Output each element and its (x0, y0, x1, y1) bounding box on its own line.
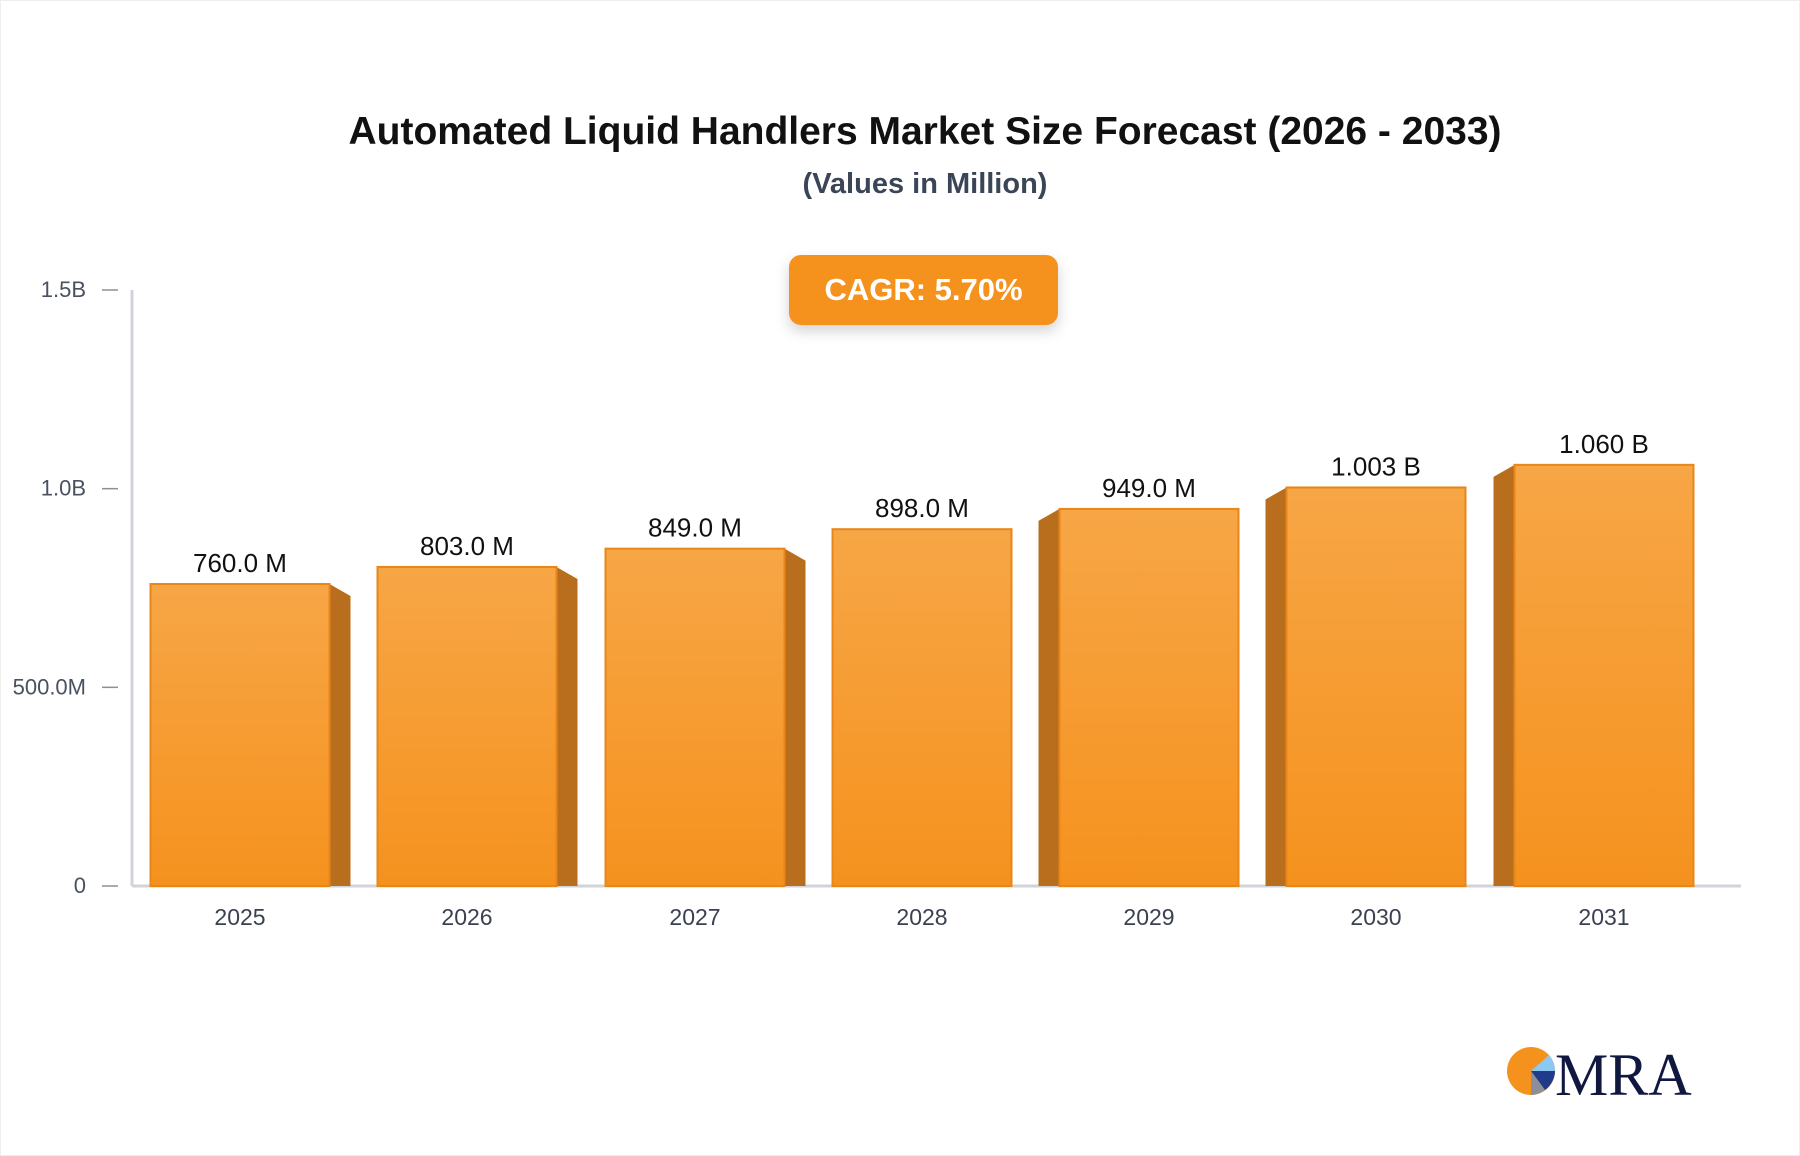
chart-title: Automated Liquid Handlers Market Size Fo… (348, 110, 1502, 153)
mra-logo: MRA (1505, 1040, 1695, 1100)
bar-side (556, 566, 578, 886)
x-tick-label: 2028 (896, 904, 947, 930)
bar-2026 (376, 565, 558, 887)
data-label: 898.0 M (875, 493, 969, 523)
data-label: 803.0 M (420, 531, 514, 561)
y-tick-label: 1.0B (41, 476, 86, 501)
x-tick-label: 2026 (441, 904, 492, 930)
bar-2027 (604, 547, 786, 887)
y-tick-label: 0 (74, 873, 86, 898)
bar-side (329, 584, 351, 886)
cagr-badge: CAGR: 5.70% (789, 255, 1058, 325)
bar-side (1038, 508, 1060, 886)
x-tick-label: 2025 (214, 904, 265, 930)
bar-2030 (1285, 486, 1467, 887)
bar-side (1265, 487, 1287, 886)
data-label: 1.060 B (1559, 429, 1649, 459)
y-tick-label: 500.0M (13, 674, 86, 699)
bar-2028 (831, 528, 1013, 887)
x-tick-label: 2031 (1578, 904, 1629, 930)
bar-2025 (149, 583, 331, 887)
logo-text: MRA (1555, 1042, 1692, 1100)
data-label: 1.003 B (1331, 451, 1421, 481)
x-tick-label: 2027 (669, 904, 720, 930)
data-label: 849.0 M (648, 513, 742, 543)
bar-side (784, 548, 806, 886)
y-tick-label: 1.5B (41, 277, 86, 302)
x-tick-label: 2030 (1350, 904, 1401, 930)
data-label: 760.0 M (193, 548, 287, 578)
data-label: 949.0 M (1102, 473, 1196, 503)
logo-pie-icon: MRA (1507, 1042, 1692, 1100)
x-tick-label: 2029 (1123, 904, 1174, 930)
bar-2029 (1058, 507, 1240, 887)
bar-side (1493, 464, 1515, 886)
bar-2031 (1513, 463, 1695, 887)
chart-subtitle: (Values in Million) (802, 168, 1048, 200)
